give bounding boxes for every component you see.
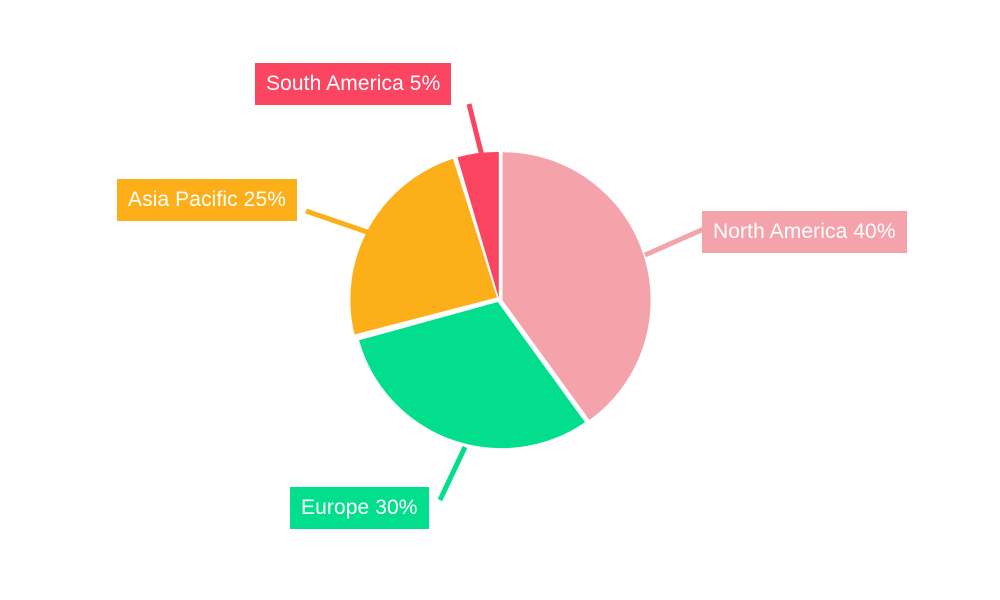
pie-label-south-america: South America 5% [255, 63, 452, 105]
leader-line-south-america [466, 103, 486, 161]
pie-label-asia-pacific: Asia Pacific 25% [117, 179, 298, 221]
leader-line-north-america [643, 225, 708, 258]
pie-slice-asia-pacific[interactable] [350, 158, 497, 335]
leader-line-asia-pacific [305, 208, 371, 236]
pie-slice-south-america[interactable] [457, 151, 499, 298]
leader-line-europe [437, 445, 468, 502]
pie-slice-north-america[interactable] [502, 152, 651, 421]
pie-label-europe: Europe 30% [290, 487, 429, 529]
pie-label-north-america: North America 40% [702, 211, 907, 253]
pie-slice-europe[interactable] [359, 302, 585, 449]
